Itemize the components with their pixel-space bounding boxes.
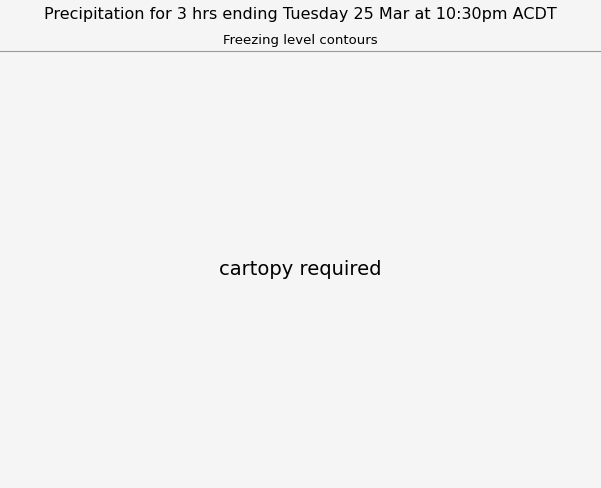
Text: cartopy required: cartopy required bbox=[219, 260, 382, 279]
Text: Precipitation for 3 hrs ending Tuesday 25 Mar at 10:30pm ACDT: Precipitation for 3 hrs ending Tuesday 2… bbox=[44, 7, 557, 22]
Text: Freezing level contours: Freezing level contours bbox=[223, 35, 378, 47]
